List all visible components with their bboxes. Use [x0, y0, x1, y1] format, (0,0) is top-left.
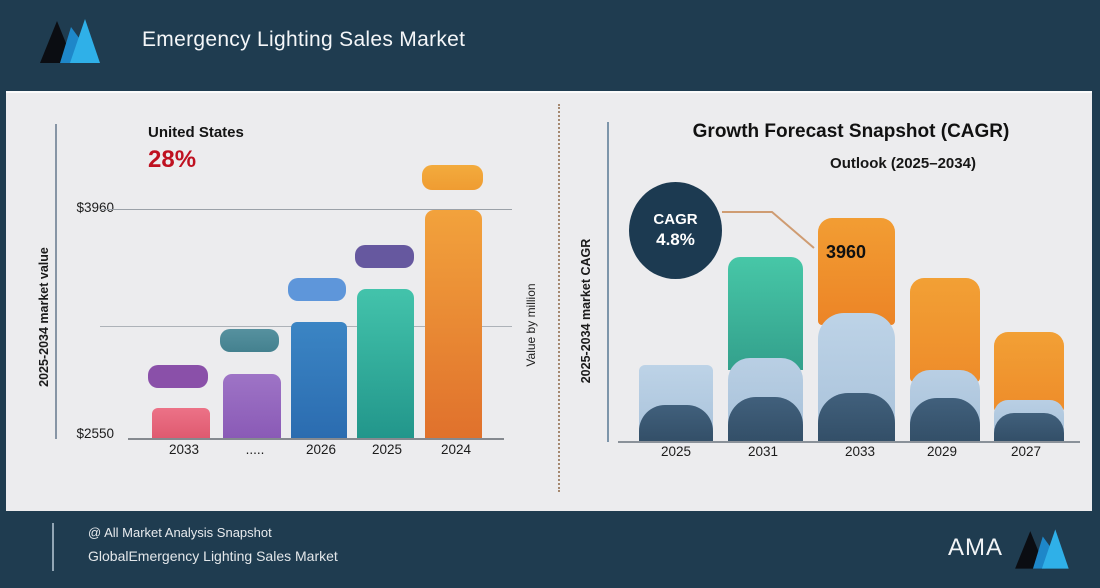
left-chart-region-label: United States	[148, 124, 244, 141]
footer-brand-text: AMA	[948, 534, 1004, 561]
stack-2027-top	[994, 332, 1064, 412]
left-chart-gridline-top	[100, 209, 512, 210]
bar-2026	[291, 322, 347, 438]
left-chart-right-axis-label: Value by million	[524, 283, 538, 367]
right-x-label-2: 2033	[844, 444, 876, 459]
bar-2033	[152, 408, 210, 438]
stack-2033-top	[818, 218, 895, 325]
right-chart-y-axis-label: 2025-2034 market CAGR	[579, 238, 593, 384]
cagr-callout-bubble: CAGR 4.8%	[629, 182, 722, 279]
right-chart-subtitle: Outlook (2025–2034)	[830, 155, 976, 172]
stack-2033-base	[818, 393, 895, 441]
left-x-label-0: 2033	[168, 442, 200, 457]
left-chart-x-axis	[128, 438, 504, 440]
stack-2029-base	[910, 398, 980, 441]
bar-cap-2033	[148, 365, 208, 388]
stack-2031-base	[728, 397, 803, 441]
right-x-label-4: 2027	[1010, 444, 1042, 459]
right-chart-y-axis	[607, 122, 609, 442]
footer-tagline: @ All Market Analysis Snapshot	[88, 525, 272, 540]
left-chart-y-axis-label: 2025-2034 market value	[37, 247, 51, 387]
footer-bar	[0, 511, 1100, 588]
panel-divider	[558, 104, 560, 492]
left-x-label-4: 2024	[440, 442, 472, 457]
bar-2024	[425, 210, 482, 438]
right-x-label-1: 2031	[747, 444, 779, 459]
bar-cap-2025	[355, 245, 414, 268]
bar-2025	[357, 289, 414, 438]
right-x-label-0: 2025	[660, 444, 692, 459]
bar-value-annotation: 3960	[826, 242, 867, 262]
bar-cap-dots	[220, 329, 279, 352]
right-chart-x-axis	[618, 441, 1080, 443]
left-chart-percent-value: 28%	[148, 146, 197, 173]
right-chart-title: Growth Forecast Snapshot (CAGR)	[692, 121, 1010, 142]
left-chart-ytick-top: $3960	[76, 200, 114, 215]
stack-2025-base	[639, 405, 713, 441]
page-title: Emergency Lighting Sales Market	[142, 28, 466, 51]
cagr-label: CAGR	[653, 211, 698, 228]
footer-separator	[52, 523, 54, 571]
footer-market-name: GlobalEmergency Lighting Sales Market	[88, 548, 338, 564]
bar-cap-2024	[422, 165, 483, 190]
bar-cap-2026	[288, 278, 346, 301]
left-chart-ytick-bottom: $2550	[76, 426, 114, 441]
left-x-label-1: .....	[245, 442, 265, 457]
footer-ama-logo-icon	[1015, 529, 1069, 569]
left-chart-y-axis	[55, 124, 57, 439]
cagr-value: 4.8%	[656, 230, 695, 249]
right-x-label-3: 2029	[926, 444, 958, 459]
stack-2031-top	[728, 257, 803, 370]
header-bar: Emergency Lighting Sales Market	[0, 0, 1100, 90]
stack-2027-base	[994, 413, 1064, 441]
bar-dots	[223, 374, 281, 438]
stack-2029-top	[910, 278, 980, 382]
left-x-label-2: 2026	[305, 442, 337, 457]
ama-logo-icon	[40, 19, 100, 63]
left-x-label-3: 2025	[371, 442, 403, 457]
cagr-connector-line	[722, 211, 815, 249]
